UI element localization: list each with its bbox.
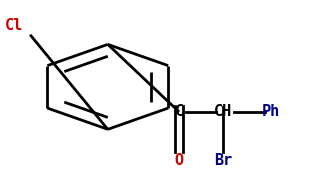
Text: Cl: Cl: [5, 18, 23, 33]
Text: C: C: [175, 104, 184, 119]
Text: Ph: Ph: [262, 104, 280, 119]
Text: Br: Br: [214, 153, 233, 168]
Text: CH: CH: [214, 104, 233, 119]
Text: O: O: [175, 153, 184, 168]
